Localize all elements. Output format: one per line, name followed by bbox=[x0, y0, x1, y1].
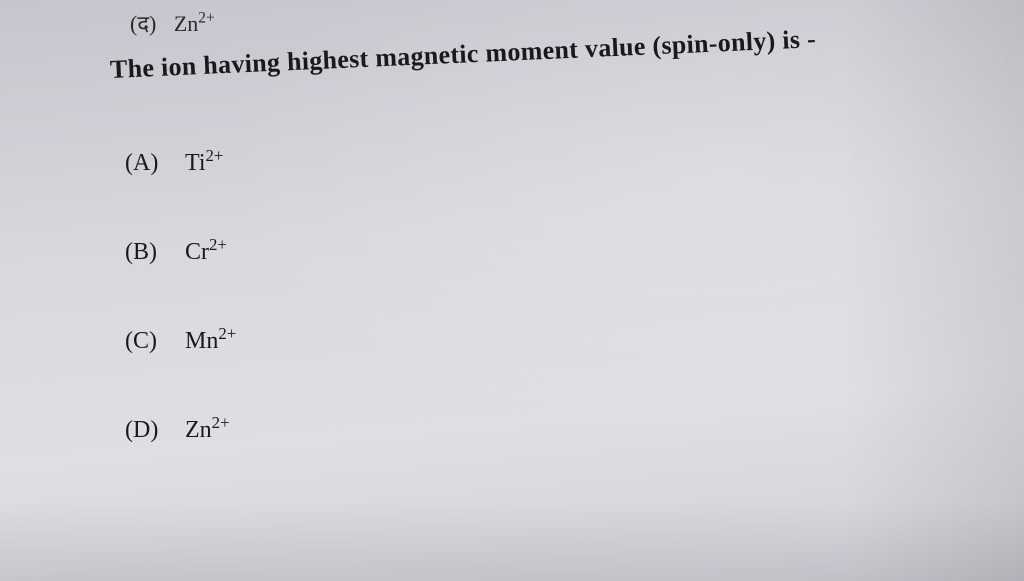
option-c: (C) Mn2+ bbox=[125, 328, 236, 355]
previous-option-partial: (द) Zn2+ bbox=[130, 8, 215, 38]
paper-background: (द) Zn2+ The ion having highest magnetic… bbox=[0, 0, 1024, 581]
option-label: (C) bbox=[125, 328, 167, 355]
option-label: (D) bbox=[125, 417, 167, 444]
previous-option-label: (द) bbox=[130, 8, 156, 38]
bottom-shadow bbox=[0, 501, 1024, 581]
previous-option-value: Zn2+ bbox=[174, 11, 215, 36]
option-b: (B) Cr2+ bbox=[125, 239, 236, 266]
option-value: Ti2+ bbox=[185, 150, 223, 177]
option-value: Zn2+ bbox=[185, 417, 230, 444]
page-fold-shadow bbox=[844, 0, 1024, 581]
options-container: (A) Ti2+ (B) Cr2+ (C) Mn2+ (D) Zn2+ bbox=[125, 150, 236, 506]
option-value: Mn2+ bbox=[185, 328, 236, 355]
question-text: The ion having highest magnetic moment v… bbox=[109, 20, 910, 85]
option-d: (D) Zn2+ bbox=[125, 417, 236, 444]
option-label: (B) bbox=[125, 239, 167, 266]
option-label: (A) bbox=[125, 150, 167, 177]
option-a: (A) Ti2+ bbox=[125, 150, 236, 177]
option-value: Cr2+ bbox=[185, 239, 227, 266]
